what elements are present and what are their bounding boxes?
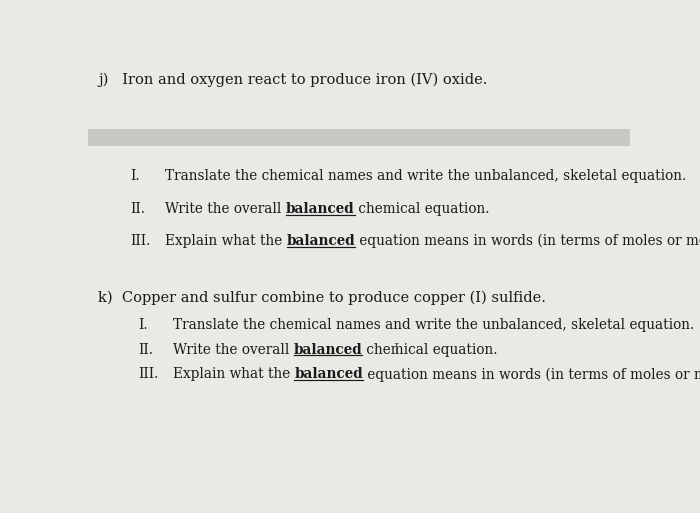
Text: III.: III. (130, 234, 150, 248)
Text: Translate the chemical names and write the unbalanced, skeletal equation.: Translate the chemical names and write t… (173, 318, 694, 332)
Bar (88, 129, 630, 146)
Text: Explain what the: Explain what the (165, 234, 286, 248)
Text: Write the overall: Write the overall (165, 202, 286, 215)
Text: chemical equation.: chemical equation. (363, 343, 498, 357)
Text: k)  Copper and sulfur combine to produce copper (I) sulfide.: k) Copper and sulfur combine to produce … (98, 291, 546, 305)
Text: I.: I. (138, 318, 148, 332)
Text: III.: III. (138, 367, 158, 381)
Text: equation means in words (in terms of moles or molecules).: equation means in words (in terms of mol… (356, 234, 700, 248)
Text: equation means in words (in terms of moles or molecules).: equation means in words (in terms of mol… (363, 367, 700, 382)
Text: I.: I. (130, 169, 140, 183)
Text: II.: II. (138, 343, 153, 357)
Text: II.: II. (130, 202, 145, 215)
Text: Explain what the: Explain what the (173, 367, 295, 381)
Text: balanced: balanced (286, 234, 356, 248)
Text: chemical equation.: chemical equation. (354, 202, 490, 215)
Text: j)   Iron and oxygen react to produce iron (IV) oxide.: j) Iron and oxygen react to produce iron… (98, 72, 488, 87)
Text: I: I (393, 343, 399, 357)
Text: balanced: balanced (286, 202, 354, 215)
Text: Write the overall: Write the overall (173, 343, 293, 357)
Text: balanced: balanced (293, 343, 363, 357)
Text: Translate the chemical names and write the unbalanced, skeletal equation.: Translate the chemical names and write t… (165, 169, 686, 183)
Text: balanced: balanced (295, 367, 363, 381)
